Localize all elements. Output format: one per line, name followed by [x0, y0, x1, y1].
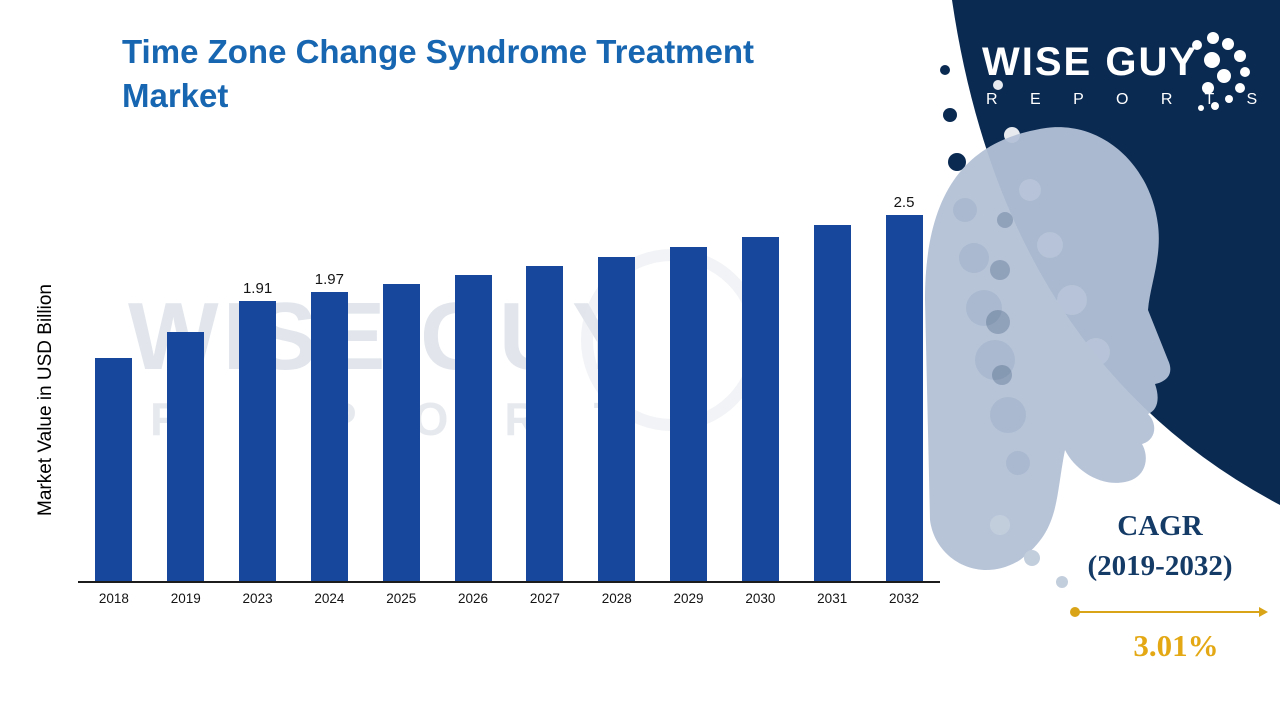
bar-2029	[670, 247, 708, 581]
bar-slot-2031	[796, 180, 868, 581]
x-tick-label-2029: 2029	[673, 591, 704, 606]
face-profile-silhouette	[925, 127, 1171, 571]
bar-value-label-2023: 1.91	[242, 280, 273, 297]
page-title-line2: Market	[122, 76, 229, 114]
bar-2031	[813, 225, 851, 581]
bar-2024	[310, 292, 348, 581]
bar-slot-2018	[78, 180, 150, 581]
bar-slot-2032: 2.5	[868, 180, 940, 581]
bar-2032	[885, 215, 923, 581]
page-title-line1: Time Zone Change Syndrome Treatment	[122, 33, 755, 70]
bar-2030	[741, 237, 779, 581]
brand-logo: WISE GUY R E P O R T S	[982, 40, 1271, 109]
bar-value-label-2032: 2.5	[893, 194, 915, 211]
bar-value-label-2024: 1.97	[314, 271, 344, 288]
x-tick-label-2018: 2018	[98, 591, 129, 606]
cagr-label-line2: (2019-2032)	[1087, 550, 1233, 583]
bar-slot-2019	[150, 180, 222, 581]
bar-2019	[167, 332, 205, 581]
x-tick-label-2031: 2031	[817, 591, 848, 606]
bar-2026	[454, 275, 492, 581]
x-tick-label-2019: 2019	[170, 591, 201, 606]
plot-area: 1.91 1.97 2.5	[78, 180, 940, 583]
bar-slot-2028	[581, 180, 653, 581]
bar-slot-2023: 1.91	[222, 180, 294, 581]
bar-slot-2026	[437, 180, 509, 581]
bar-2018	[95, 358, 133, 581]
bar-2027	[526, 266, 564, 581]
bar-2025	[382, 284, 420, 581]
bar-slot-2027	[509, 180, 581, 581]
x-tick-label-2032: 2032	[889, 591, 920, 606]
y-axis-label: Market Value in USD Billion	[35, 284, 56, 516]
page-title: Time Zone Change Syndrome Treatment Mark…	[122, 30, 882, 118]
cagr-value: 3.01%	[1133, 628, 1219, 663]
cagr-arrow-line	[1070, 607, 1268, 617]
x-tick-label-2030: 2030	[745, 591, 776, 606]
x-tick-label-2024: 2024	[314, 591, 345, 606]
brand-logo-subtitle: R E P O R T S	[986, 91, 1272, 108]
x-axis-labels: 2018 2019 2023 2024 2025 2026 2027 2028 2029 2030…	[78, 587, 940, 606]
cagr-label-line1: CAGR	[1117, 510, 1203, 542]
bar-slot-2029	[653, 180, 725, 581]
bar-slot-2030	[724, 180, 796, 581]
x-tick-label-2023: 2023	[242, 591, 273, 606]
x-tick-label-2026: 2026	[458, 591, 489, 606]
white-dot-trail	[993, 80, 1129, 411]
bar-slot-2025	[365, 180, 437, 581]
bar-slot-2024: 1.97	[293, 180, 365, 581]
x-tick-label-2025: 2025	[386, 591, 417, 606]
brand-logo-name: WISE GUY	[982, 40, 1199, 84]
x-tick-label-2028: 2028	[601, 591, 632, 606]
cagr-label: CAGR (2019-2032)	[1040, 506, 1280, 586]
face-dot-texture	[986, 212, 1013, 385]
bar-2023	[239, 301, 277, 581]
bar-2028	[598, 257, 636, 581]
x-tick-label-2027: 2027	[529, 591, 560, 606]
